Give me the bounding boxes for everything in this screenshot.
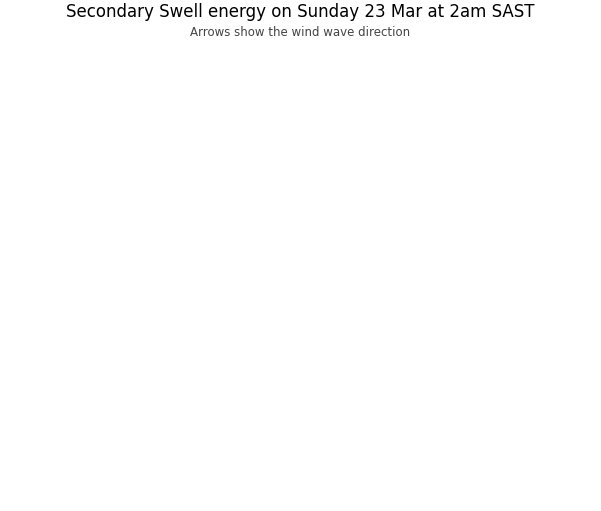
Text: Arrows show the wind wave direction: Arrows show the wind wave direction bbox=[191, 26, 410, 39]
Text: Secondary Swell energy on Sunday 23 Mar at 2am SAST: Secondary Swell energy on Sunday 23 Mar … bbox=[66, 3, 535, 21]
